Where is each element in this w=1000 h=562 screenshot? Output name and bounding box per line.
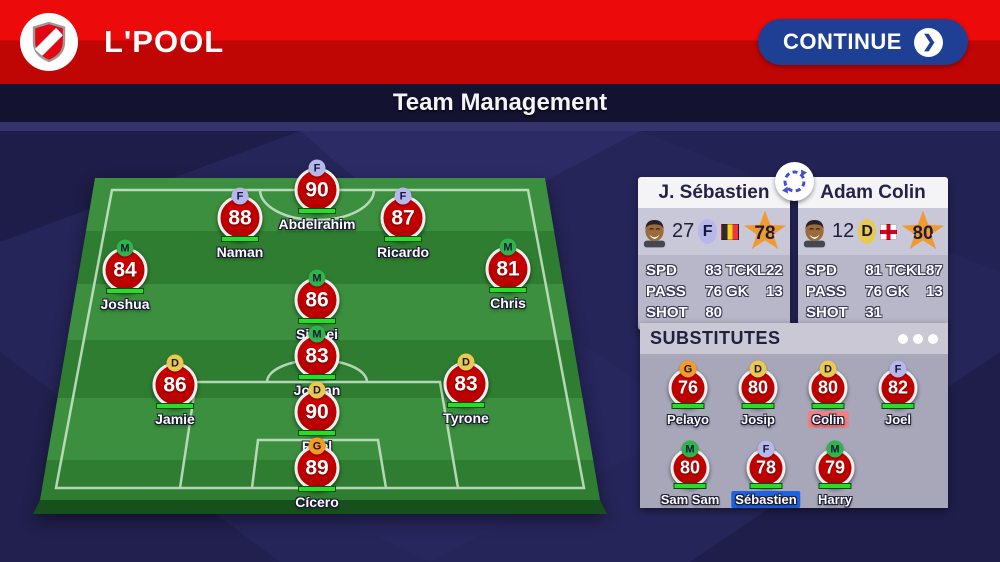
position-badge: F [231, 187, 249, 205]
player-name: Cícero [295, 494, 339, 510]
player-avatar [643, 219, 666, 247]
stat-pass: PASS 76 [646, 283, 722, 300]
position-badge: M [826, 440, 844, 458]
position-badge: D [457, 353, 475, 371]
substitutes-panel: SUBSTITUTES [640, 323, 948, 508]
stat-shot: SHOT 80 [646, 304, 722, 321]
position-badge: F [394, 187, 412, 205]
player-card-left: J. Sébastien 27 F 78 SPD 83 TCKL 22 PASS 76 GK… [638, 177, 790, 330]
player-name: Ricardo [376, 244, 430, 260]
stat-tckl: TCKL 87 [886, 262, 943, 279]
stat-shot: SHOT 31 [806, 304, 882, 321]
stamina-bar [818, 483, 852, 489]
position-badge: F [889, 360, 907, 378]
rating-star: 80 [901, 210, 945, 250]
stamina-bar [298, 318, 336, 324]
player-name: Sébastien [731, 491, 801, 508]
stamina-bar [749, 483, 783, 489]
player-name: Jamie [155, 411, 195, 427]
football-pitch [33, 178, 607, 514]
stat-spd: SPD 81 [806, 262, 882, 279]
player-stats: SPD 81 TCKL 87 PASS 76 GK 13 SHOT 31 [798, 255, 948, 330]
player-name: Joel [884, 412, 912, 427]
player-card-info: 27 F 78 [638, 208, 790, 255]
player-stats: SPD 83 TCKL 22 PASS 76 GK 13 SHOT 80 [638, 255, 790, 330]
stamina-bar [298, 374, 336, 380]
player-name: Harry [818, 492, 852, 507]
stamina-bar [156, 403, 194, 409]
substitutes-header: SUBSTITUTES [640, 323, 948, 354]
substitutes-title: SUBSTITUTES [650, 328, 781, 348]
position-badge: D [308, 381, 326, 399]
page-title: Team Management [392, 89, 608, 116]
team-crest-icon [20, 13, 78, 71]
position-badge: D [749, 360, 767, 378]
stamina-bar [384, 236, 422, 242]
position-badge: F [308, 159, 326, 177]
stamina-bar [741, 403, 775, 409]
position-badge: M [499, 238, 517, 256]
position-badge: F [757, 440, 775, 458]
shirt-number: 27 [672, 220, 695, 242]
screen-title-bar: Team Management [0, 84, 1000, 122]
player-rating-circle: 89 [294, 445, 340, 491]
position-badge: M [116, 239, 134, 257]
player-rating-circle: 79 [815, 448, 855, 488]
position-badge: M [308, 269, 326, 287]
stat-gk: GK 13 [886, 283, 943, 300]
position-badge: F [698, 219, 718, 244]
position-badge: G [679, 360, 697, 378]
stat-pass: PASS 76 [806, 283, 882, 300]
stat-gk: GK 13 [726, 283, 783, 300]
stamina-bar [298, 430, 336, 436]
player-card-name: Adam Colin [798, 177, 948, 208]
stamina-bar [106, 288, 144, 294]
ellipsis-menu-icon[interactable] [898, 333, 938, 344]
chevron-right-icon: ❯ [913, 27, 943, 57]
nationality-flag-icon [880, 223, 897, 240]
player-avatar [803, 219, 826, 247]
continue-label: CONTINUE [783, 29, 902, 54]
player-name: Naman [216, 244, 264, 260]
player-card-right: Adam Colin 12 D 80 SPD 81 TCKL 87 PASS 76 GK 13… [798, 177, 948, 330]
continue-button[interactable]: CONTINUE ❯ [758, 19, 968, 65]
player-name: Joshua [100, 296, 150, 312]
rating-star: 78 [743, 210, 787, 250]
stamina-bar [881, 403, 915, 409]
player-name: Sam Sam [660, 492, 720, 507]
position-badge: D [166, 354, 184, 372]
player-name: Pelayo [667, 412, 709, 427]
overall-rating: 80 [912, 223, 934, 244]
stamina-bar [811, 403, 845, 409]
team-name: L'POOL [104, 24, 225, 59]
player-name: Tyrone [443, 410, 489, 426]
position-badge: M [681, 440, 699, 458]
stamina-bar [298, 486, 336, 492]
position-badge: D [819, 360, 837, 378]
stamina-bar [447, 402, 485, 408]
player-name: Josip [741, 412, 775, 427]
app-header: L'POOL CONTINUE ❯ [0, 0, 1000, 84]
nationality-flag-icon [721, 223, 739, 240]
overall-rating: 78 [754, 223, 776, 244]
position-badge: M [308, 325, 326, 343]
stamina-bar [489, 287, 527, 293]
player-name: Colin [807, 411, 849, 428]
position-badge: G [308, 437, 326, 455]
stat-spd: SPD 83 [646, 262, 722, 279]
player-name: Chris [490, 295, 526, 311]
stat-tckl: TCKL 22 [726, 262, 783, 279]
position-badge: D [858, 219, 877, 244]
swap-players-icon[interactable] [775, 162, 814, 201]
player-name: Abdelrahim [278, 216, 356, 232]
player-card-name: J. Sébastien [638, 177, 790, 208]
stamina-bar [671, 403, 705, 409]
stamina-bar [221, 236, 259, 242]
shirt-number: 12 [832, 220, 855, 242]
stamina-bar [298, 208, 336, 214]
player-card-info: 12 D 80 [798, 208, 948, 255]
stamina-bar [673, 483, 707, 489]
